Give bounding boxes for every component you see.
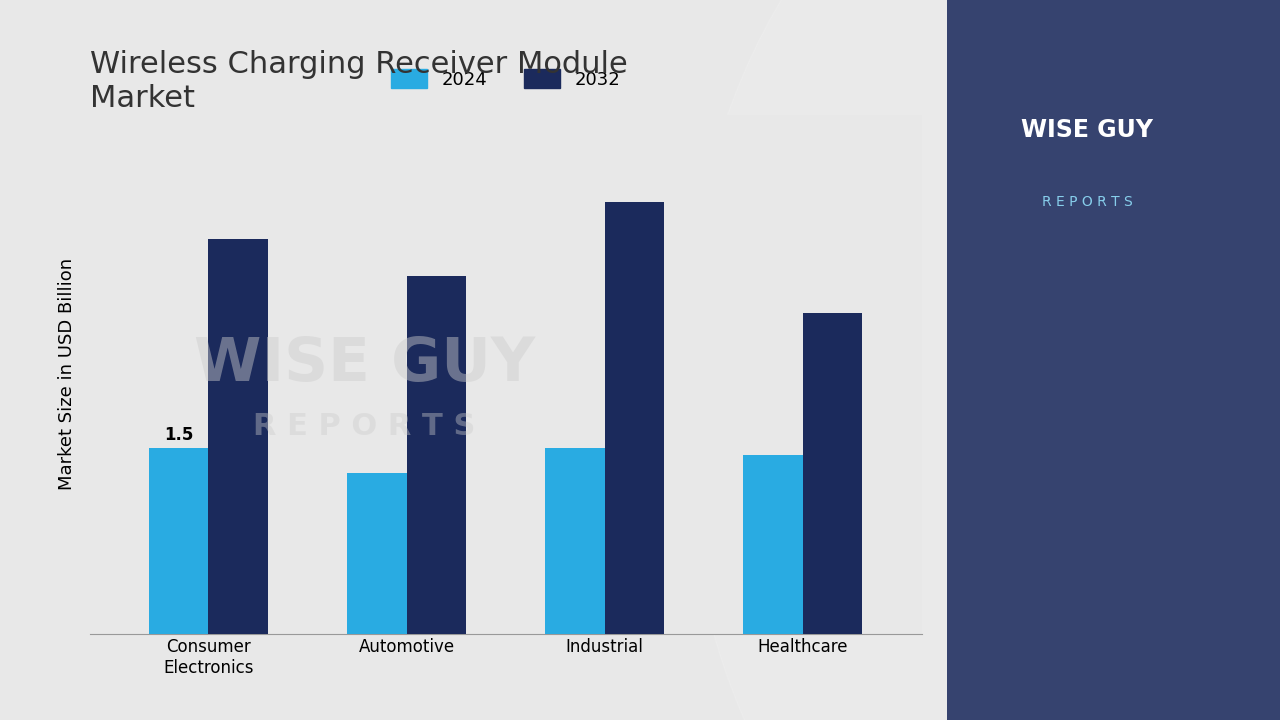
Legend: 2024, 2032: 2024, 2032 bbox=[384, 62, 627, 96]
Bar bbox=[209, 238, 268, 634]
Bar bbox=[604, 202, 664, 634]
Bar bbox=[407, 276, 466, 634]
Ellipse shape bbox=[681, 0, 1280, 720]
Text: WISE GUY: WISE GUY bbox=[1021, 117, 1153, 142]
Bar bbox=[803, 312, 863, 634]
Text: WISE GUY: WISE GUY bbox=[193, 335, 535, 394]
Text: 1.5: 1.5 bbox=[164, 426, 193, 444]
Text: R E P O R T S: R E P O R T S bbox=[1042, 194, 1133, 209]
Bar bbox=[744, 454, 803, 634]
Bar bbox=[347, 473, 407, 634]
Bar bbox=[545, 449, 604, 634]
Bar bbox=[148, 449, 209, 634]
Y-axis label: Market Size in USD Billion: Market Size in USD Billion bbox=[58, 258, 76, 490]
Text: Wireless Charging Receiver Module
Market: Wireless Charging Receiver Module Market bbox=[90, 50, 627, 113]
Text: R E P O R T S: R E P O R T S bbox=[253, 412, 475, 441]
